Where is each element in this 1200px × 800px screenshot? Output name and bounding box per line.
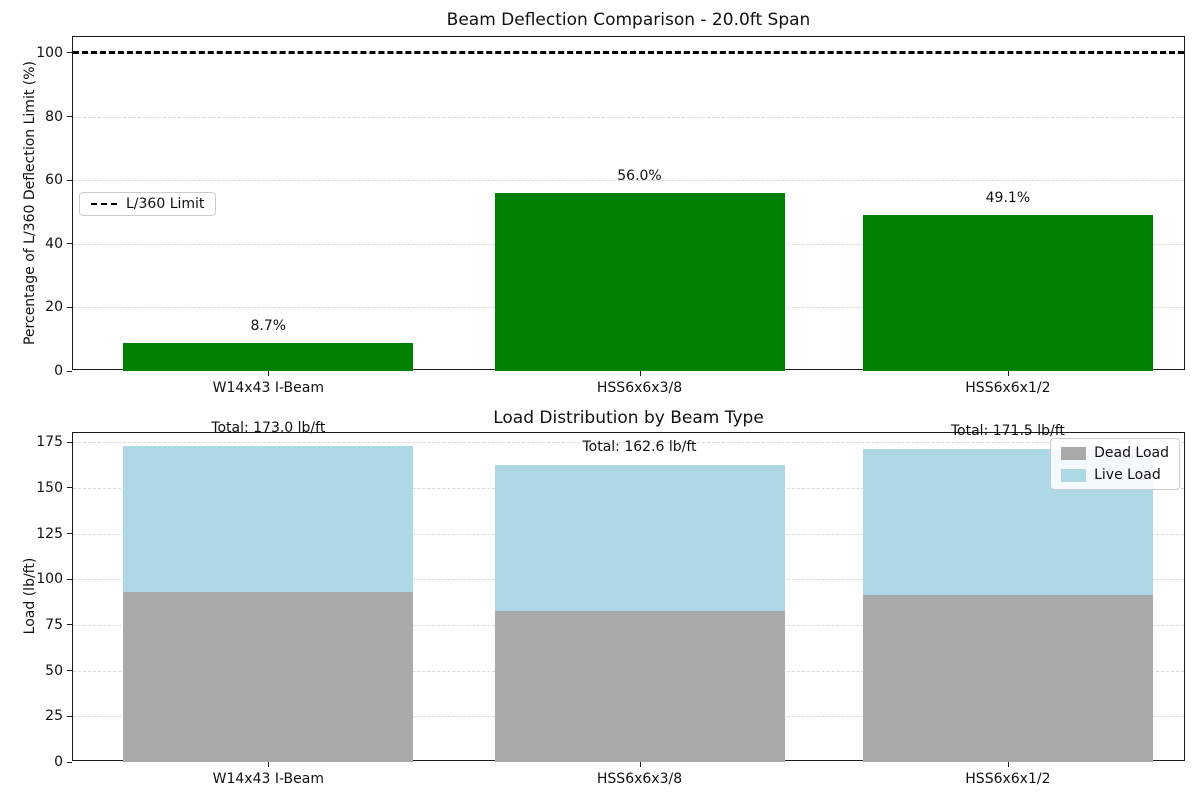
x-tick-mark xyxy=(639,762,641,767)
x-tick-mark xyxy=(1007,371,1009,376)
dead-load-color-patch xyxy=(1061,446,1087,460)
y-tick-mark xyxy=(67,52,72,54)
bar-value-label-1: 8.7% xyxy=(250,318,287,335)
y-tick-label: 50 xyxy=(45,662,63,679)
y-tick-label: 125 xyxy=(36,525,63,542)
x-tick-label-2: HSS6x6x3/8 xyxy=(596,380,683,396)
gridline-y-175 xyxy=(73,442,1184,444)
deflection-bar-1 xyxy=(123,343,414,371)
deflection-bar-2 xyxy=(494,192,785,371)
x-tick-label-3: HSS6x6x1/2 xyxy=(965,771,1051,787)
gridline-y-60 xyxy=(73,180,1184,182)
dead-load-bar-2 xyxy=(494,611,785,762)
x-tick-mark xyxy=(1007,762,1009,767)
y-tick-label: 25 xyxy=(45,708,63,725)
load-chart-title: Load Distribution by Beam Type xyxy=(493,408,764,428)
live-load-bar-1 xyxy=(123,445,414,592)
x-tick-mark xyxy=(639,371,641,376)
y-tick-label: 175 xyxy=(36,434,63,451)
y-tick-label: 150 xyxy=(36,479,63,496)
load-y-axis-label: Load (lb/ft) xyxy=(22,557,38,635)
y-tick-label: 80 xyxy=(45,108,63,125)
total-label-3: Total: 171.5 lb/ft xyxy=(950,422,1065,439)
y-tick-label: 0 xyxy=(54,754,63,770)
legend-label-live-load: Live Load xyxy=(1094,467,1161,483)
y-tick-mark xyxy=(67,624,72,626)
load-legend: Dead Load Live Load xyxy=(1050,438,1180,490)
deflection-bar-3 xyxy=(862,214,1153,371)
deflection-legend: L/360 Limit xyxy=(79,192,217,216)
bar-value-label-3: 49.1% xyxy=(985,189,1031,206)
y-tick-mark xyxy=(67,761,72,763)
load-plot-area: Dead Load Live Load 0 25 50 75 100 125 150 175 W… xyxy=(36,420,1185,787)
x-tick-label-2: HSS6x6x3/8 xyxy=(596,771,683,787)
y-tick-label: 100 xyxy=(36,44,63,61)
y-tick-mark xyxy=(67,487,72,489)
x-tick-label-1: W14x43 I-Beam xyxy=(212,380,324,396)
y-tick-label: 20 xyxy=(45,299,63,316)
live-load-color-patch xyxy=(1061,468,1087,482)
total-label-1: Total: 173.0 lb/ft xyxy=(211,419,326,436)
deflection-plot-area: L/360 Limit 0 20 40 60 80 100 W14x43 I-Beam HSS… xyxy=(36,36,1185,396)
legend-row-live-load: Live Load xyxy=(1061,467,1169,483)
y-tick-mark xyxy=(67,578,72,580)
y-tick-label: 0 xyxy=(54,363,63,379)
gridline-y-80 xyxy=(73,116,1184,118)
y-tick-mark xyxy=(67,670,72,672)
x-tick-mark xyxy=(268,371,270,376)
dashed-line-sample xyxy=(91,203,117,205)
total-label-2: Total: 162.6 lb/ft xyxy=(582,438,697,455)
y-tick-mark xyxy=(67,243,72,245)
y-tick-mark xyxy=(67,533,72,534)
live-load-bar-2 xyxy=(494,464,785,611)
y-tick-label: 100 xyxy=(36,571,63,588)
y-tick-mark xyxy=(67,715,72,717)
dead-load-bar-1 xyxy=(123,592,414,762)
y-tick-mark xyxy=(67,441,72,443)
x-tick-label-3: HSS6x6x1/2 xyxy=(965,380,1051,396)
y-tick-mark xyxy=(67,116,72,117)
y-tick-mark xyxy=(67,179,72,181)
deflection-chart-title: Beam Deflection Comparison - 20.0ft Span xyxy=(446,10,811,30)
deflection-y-axis-label: Percentage of L/360 Deflection Limit (%) xyxy=(22,60,38,346)
legend-row-dead-load: Dead Load xyxy=(1061,445,1169,461)
bar-value-label-2: 56.0% xyxy=(617,167,662,184)
y-tick-label: 60 xyxy=(45,172,63,189)
dead-load-bar-3 xyxy=(862,594,1153,762)
legend-label-dead-load: Dead Load xyxy=(1094,445,1169,461)
y-tick-label: 75 xyxy=(45,616,63,633)
x-tick-label-1: W14x43 I-Beam xyxy=(212,771,324,787)
y-tick-mark xyxy=(67,306,72,308)
l360-limit-line xyxy=(73,51,1184,55)
legend-label-l360-limit: L/360 Limit xyxy=(126,196,205,212)
y-tick-label: 40 xyxy=(45,235,63,252)
y-tick-mark xyxy=(67,370,72,372)
x-tick-mark xyxy=(268,762,270,767)
